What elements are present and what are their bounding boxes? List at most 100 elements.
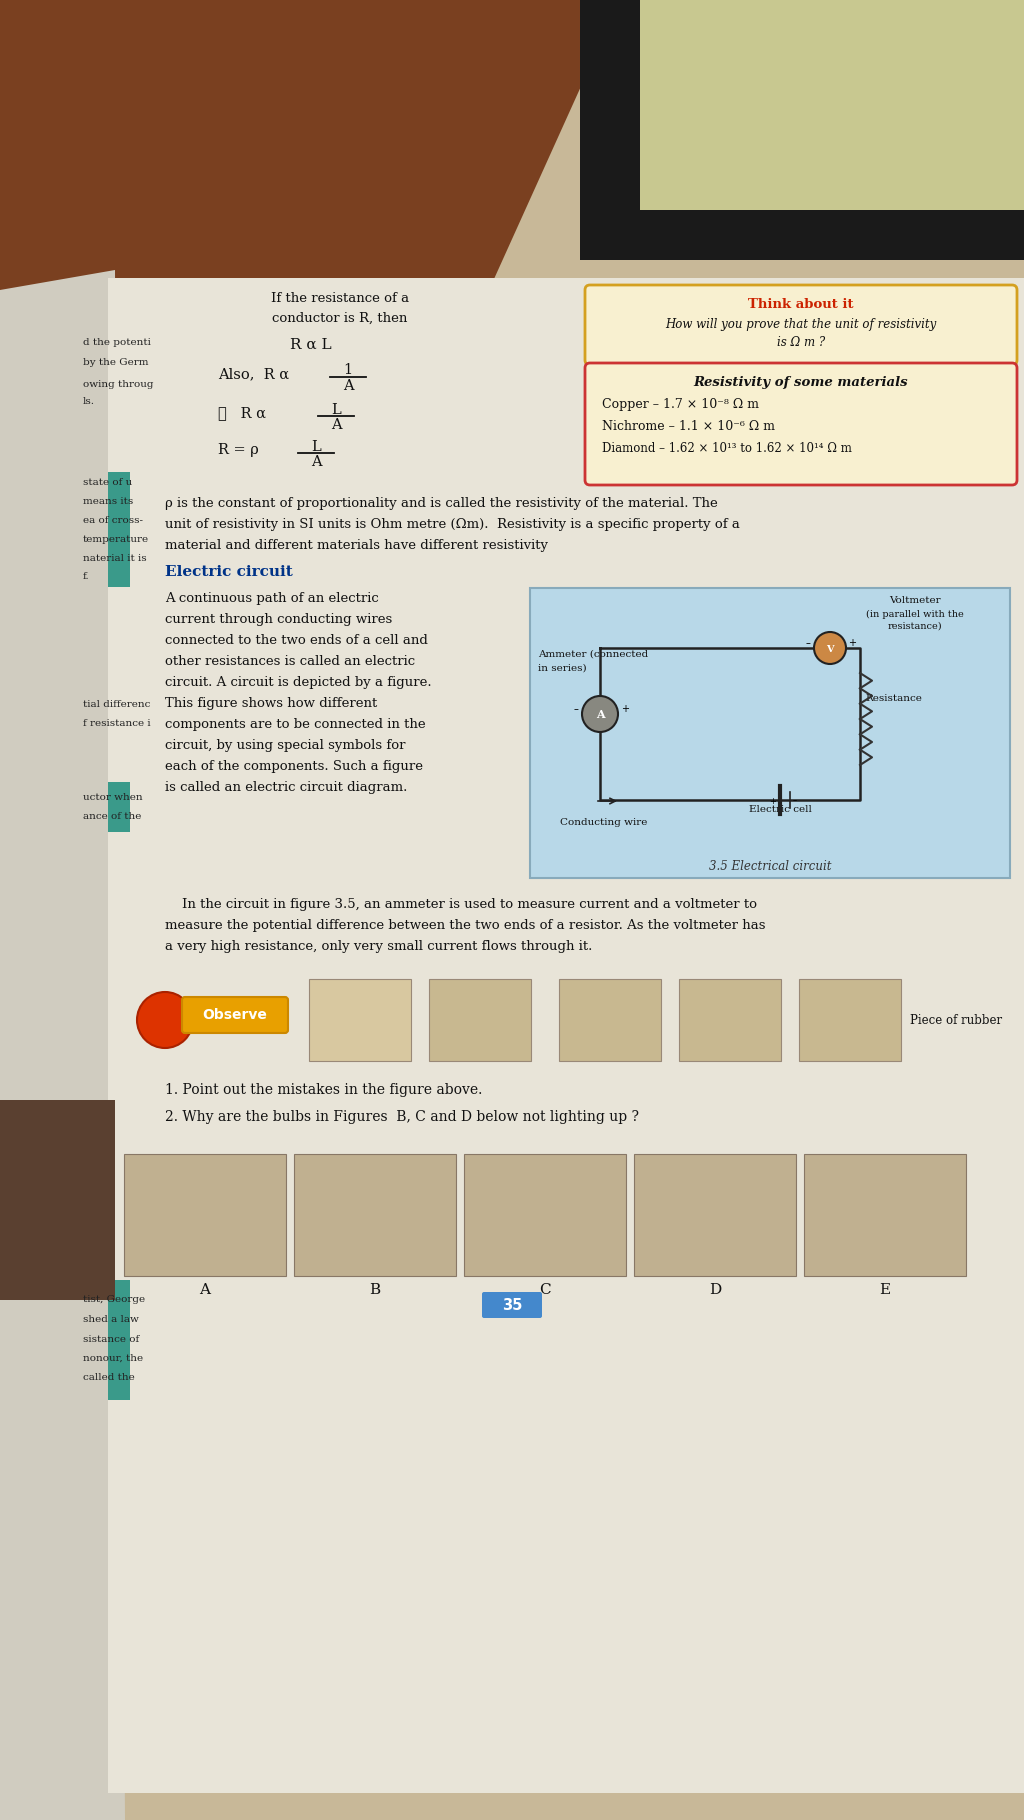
Text: resistance): resistance) bbox=[888, 622, 942, 632]
Text: A: A bbox=[331, 419, 341, 431]
Text: Resistance: Resistance bbox=[865, 693, 922, 703]
Text: A: A bbox=[343, 379, 353, 393]
Text: Voltmeter: Voltmeter bbox=[889, 595, 941, 604]
FancyBboxPatch shape bbox=[559, 979, 662, 1061]
Text: A: A bbox=[200, 1283, 211, 1298]
Text: L: L bbox=[311, 440, 321, 453]
FancyBboxPatch shape bbox=[0, 1099, 115, 1299]
FancyBboxPatch shape bbox=[804, 1154, 966, 1276]
Text: –: – bbox=[805, 639, 810, 648]
FancyBboxPatch shape bbox=[482, 1292, 542, 1318]
Text: called the: called the bbox=[83, 1372, 135, 1381]
Text: measure the potential difference between the two ends of a resistor. As the volt: measure the potential difference between… bbox=[165, 919, 766, 932]
Polygon shape bbox=[0, 269, 125, 1820]
Text: state of u: state of u bbox=[83, 479, 132, 488]
Text: Copper – 1.7 × 10⁻⁸ Ω m: Copper – 1.7 × 10⁻⁸ Ω m bbox=[602, 399, 759, 411]
Text: uctor when: uctor when bbox=[83, 794, 142, 803]
Text: 2. Why are the bulbs in Figures  B, C and D below not lighting up ?: 2. Why are the bulbs in Figures B, C and… bbox=[165, 1110, 639, 1125]
Text: –: – bbox=[793, 797, 798, 806]
Text: B: B bbox=[370, 1283, 381, 1298]
FancyBboxPatch shape bbox=[294, 1154, 456, 1276]
FancyBboxPatch shape bbox=[585, 286, 1017, 366]
Text: each of the components. Such a figure: each of the components. Such a figure bbox=[165, 761, 423, 774]
Text: –: – bbox=[573, 704, 578, 713]
Text: tial differenc: tial differenc bbox=[83, 701, 151, 710]
Text: nonour, the: nonour, the bbox=[83, 1354, 143, 1363]
Text: Think about it: Think about it bbox=[749, 298, 854, 311]
Circle shape bbox=[814, 632, 846, 664]
Text: sistance of: sistance of bbox=[83, 1336, 139, 1343]
Text: by the Germ: by the Germ bbox=[83, 359, 148, 368]
Polygon shape bbox=[0, 0, 620, 309]
FancyBboxPatch shape bbox=[182, 997, 288, 1034]
Text: components are to be connected in the: components are to be connected in the bbox=[165, 719, 426, 732]
Text: other resistances is called an electric: other resistances is called an electric bbox=[165, 655, 415, 668]
Text: Electric cell: Electric cell bbox=[749, 804, 811, 814]
Text: A continuous path of an electric: A continuous path of an electric bbox=[165, 592, 379, 604]
Text: Nichrome – 1.1 × 10⁻⁶ Ω m: Nichrome – 1.1 × 10⁻⁶ Ω m bbox=[602, 420, 775, 433]
FancyBboxPatch shape bbox=[679, 979, 781, 1061]
Text: current through conducting wires: current through conducting wires bbox=[165, 613, 392, 626]
Text: means its: means its bbox=[83, 497, 133, 506]
Text: A: A bbox=[596, 710, 604, 721]
Text: A: A bbox=[310, 455, 322, 470]
Text: ea of cross-: ea of cross- bbox=[83, 517, 143, 524]
FancyBboxPatch shape bbox=[309, 979, 411, 1061]
Text: Electric circuit: Electric circuit bbox=[165, 564, 293, 579]
Text: 3.5 Electrical circuit: 3.5 Electrical circuit bbox=[709, 861, 831, 874]
Text: d the potenti: d the potenti bbox=[83, 339, 151, 348]
Text: 35: 35 bbox=[502, 1298, 522, 1312]
FancyBboxPatch shape bbox=[108, 783, 130, 832]
Text: E: E bbox=[880, 1283, 891, 1298]
Circle shape bbox=[582, 695, 618, 732]
Text: circuit, by using special symbols for: circuit, by using special symbols for bbox=[165, 739, 406, 752]
FancyBboxPatch shape bbox=[108, 278, 1024, 1793]
FancyBboxPatch shape bbox=[0, 1320, 1024, 1820]
Text: C: C bbox=[540, 1283, 551, 1298]
Text: ∴   R α: ∴ R α bbox=[218, 406, 266, 420]
Text: connected to the two ends of a cell and: connected to the two ends of a cell and bbox=[165, 633, 428, 646]
Text: 1: 1 bbox=[343, 362, 352, 377]
Text: Also,  R α: Also, R α bbox=[218, 368, 289, 380]
Text: +: + bbox=[848, 639, 856, 648]
Circle shape bbox=[137, 992, 193, 1048]
Text: Resistivity of some materials: Resistivity of some materials bbox=[693, 377, 908, 389]
FancyBboxPatch shape bbox=[108, 1279, 130, 1400]
Polygon shape bbox=[640, 0, 1024, 209]
Text: V: V bbox=[826, 644, 834, 653]
Text: This figure shows how different: This figure shows how different bbox=[165, 697, 377, 710]
Text: material and different materials have different resistivity: material and different materials have di… bbox=[165, 539, 548, 551]
Text: circuit. A circuit is depicted by a figure.: circuit. A circuit is depicted by a figu… bbox=[165, 675, 432, 690]
Text: conductor is R, then: conductor is R, then bbox=[272, 311, 408, 326]
Text: In the circuit in figure 3.5, an ammeter is used to measure current and a voltme: In the circuit in figure 3.5, an ammeter… bbox=[165, 897, 757, 912]
Text: ls.: ls. bbox=[83, 397, 95, 406]
Text: f.: f. bbox=[83, 571, 90, 581]
Text: Piece of rubber: Piece of rubber bbox=[910, 1014, 1002, 1026]
FancyBboxPatch shape bbox=[799, 979, 901, 1061]
Text: L: L bbox=[331, 402, 341, 417]
FancyBboxPatch shape bbox=[464, 1154, 626, 1276]
FancyBboxPatch shape bbox=[108, 471, 130, 588]
Text: tist, George: tist, George bbox=[83, 1296, 145, 1303]
Text: (in parallel with the: (in parallel with the bbox=[866, 610, 964, 619]
FancyBboxPatch shape bbox=[429, 979, 531, 1061]
Text: is Ω m ?: is Ω m ? bbox=[777, 337, 825, 349]
Text: Conducting wire: Conducting wire bbox=[560, 817, 647, 826]
FancyBboxPatch shape bbox=[124, 1154, 286, 1276]
Text: R α L: R α L bbox=[290, 339, 332, 351]
Text: Diamond – 1.62 × 10¹³ to 1.62 × 10¹⁴ Ω m: Diamond – 1.62 × 10¹³ to 1.62 × 10¹⁴ Ω m bbox=[602, 442, 852, 455]
Text: owing throug: owing throug bbox=[83, 380, 154, 389]
Polygon shape bbox=[580, 0, 1024, 260]
Text: Observe: Observe bbox=[203, 1008, 267, 1023]
Text: How will you prove that the unit of resistivity: How will you prove that the unit of resi… bbox=[666, 318, 937, 331]
Text: naterial it is: naterial it is bbox=[83, 553, 146, 562]
Text: ance of the: ance of the bbox=[83, 812, 141, 821]
Text: +: + bbox=[769, 797, 776, 806]
Text: R = ρ: R = ρ bbox=[218, 442, 259, 457]
Text: Ammeter (connected: Ammeter (connected bbox=[538, 650, 648, 659]
FancyBboxPatch shape bbox=[530, 588, 1010, 877]
Text: is called an electric circuit diagram.: is called an electric circuit diagram. bbox=[165, 781, 408, 794]
Text: shed a law: shed a law bbox=[83, 1316, 139, 1323]
Text: a very high resistance, only very small current flows through it.: a very high resistance, only very small … bbox=[165, 939, 592, 954]
FancyBboxPatch shape bbox=[585, 362, 1017, 484]
